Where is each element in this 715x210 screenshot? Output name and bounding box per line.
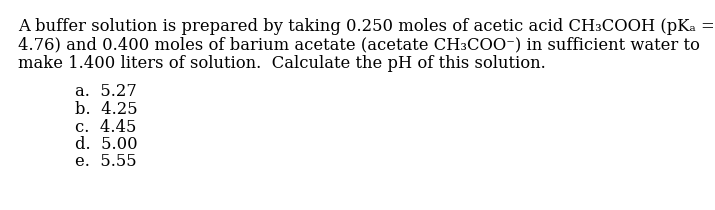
- Text: b.  4.25: b. 4.25: [75, 101, 137, 118]
- Text: a.  5.27: a. 5.27: [75, 84, 137, 101]
- Text: A buffer solution is prepared by taking 0.250 moles of acetic acid CH₃COOH (pKₐ : A buffer solution is prepared by taking …: [18, 18, 715, 35]
- Text: make 1.400 liters of solution.  Calculate the pH of this solution.: make 1.400 liters of solution. Calculate…: [18, 55, 546, 72]
- Text: c.  4.45: c. 4.45: [75, 118, 137, 135]
- Text: e.  5.55: e. 5.55: [75, 154, 137, 171]
- Text: d.  5.00: d. 5.00: [75, 136, 137, 153]
- Text: 4.76) and 0.400 moles of barium acetate (acetate CH₃COO⁻) in sufficient water to: 4.76) and 0.400 moles of barium acetate …: [18, 37, 700, 54]
